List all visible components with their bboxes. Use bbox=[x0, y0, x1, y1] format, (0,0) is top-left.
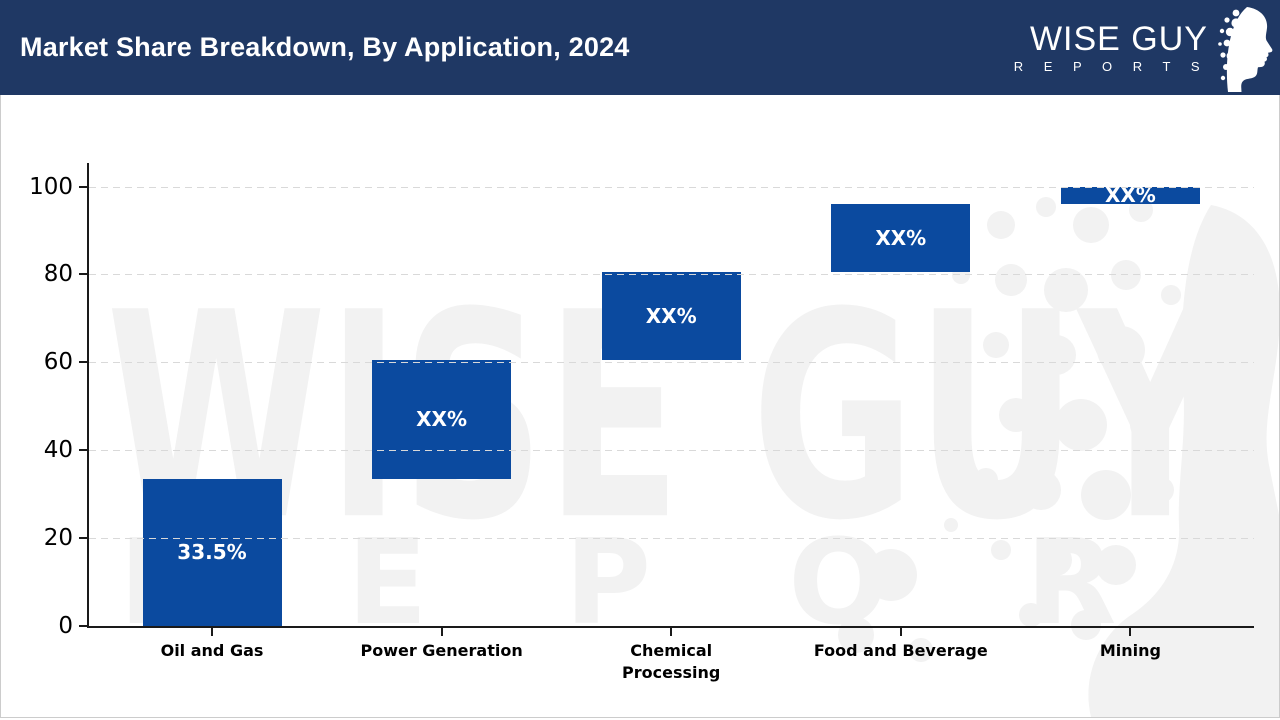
logo-text: WISE GUY R E P O R T S bbox=[1014, 22, 1208, 74]
x-tick-food-and-beverage bbox=[899, 628, 902, 636]
y-axis-line bbox=[87, 163, 89, 628]
bar-food-and-beverage: XX% bbox=[831, 204, 971, 273]
x-label-oil-and-gas: Oil and Gas bbox=[160, 641, 264, 660]
y-tick-label-40: 40 bbox=[43, 437, 73, 464]
bar-chemical-processing: XX% bbox=[601, 272, 741, 361]
y-tick-label-0: 0 bbox=[58, 613, 73, 639]
gridline-100 bbox=[89, 186, 1254, 188]
x-label-food-and-beverage: Food and Beverage bbox=[813, 641, 988, 660]
y-tick-80 bbox=[79, 273, 87, 276]
bar-value-label: XX% bbox=[645, 304, 697, 329]
bar-oil-and-gas: 33.5% bbox=[142, 478, 282, 626]
y-tick-100 bbox=[79, 185, 87, 188]
y-tick-0 bbox=[79, 625, 87, 627]
wise-guy-logo: WISE GUY R E P O R T S bbox=[1014, 4, 1276, 92]
bar-value-label: XX% bbox=[416, 407, 468, 432]
page-title: Market Share Breakdown, By Application, … bbox=[20, 32, 630, 62]
y-tick-label-100: 100 bbox=[29, 173, 73, 200]
x-axis-line bbox=[87, 626, 1254, 628]
x-label-mining: Mining bbox=[1099, 641, 1161, 660]
y-tick-label-20: 20 bbox=[43, 525, 73, 552]
bar-value-label: XX% bbox=[875, 226, 927, 251]
x-tick-mining bbox=[1129, 628, 1132, 636]
y-tick-40 bbox=[79, 449, 87, 452]
y-tick-20 bbox=[79, 537, 87, 540]
y-tick-60 bbox=[79, 361, 87, 364]
header-bar: Market Share Breakdown, By Application, … bbox=[0, 0, 1280, 95]
gridline-20 bbox=[89, 538, 1254, 540]
bar-value-label: 33.5% bbox=[177, 540, 247, 565]
x-tick-oil-and-gas bbox=[211, 628, 213, 636]
gridline-40 bbox=[89, 450, 1254, 452]
plot-area: 33.5% XX% XX% XX% XX% 0 20 40 60 80 100 bbox=[29, 163, 1254, 639]
bar-value-label: XX% bbox=[1104, 183, 1156, 208]
chart-canvas: WISE GUY R E P O R T S bbox=[0, 95, 1280, 718]
gridline-60 bbox=[89, 362, 1254, 364]
gridline-80 bbox=[89, 274, 1254, 276]
x-tick-chemical-processing bbox=[670, 628, 673, 636]
wise-guy-face-icon bbox=[1218, 6, 1273, 92]
x-label-chemical-processing: Chemical Processing bbox=[622, 641, 721, 682]
y-tick-label-80: 80 bbox=[43, 261, 73, 288]
bar-mining: XX% bbox=[1060, 183, 1200, 208]
logo-wordmark: WISE GUY bbox=[1029, 19, 1208, 58]
logo-subtitle: R E P O R T S bbox=[1013, 58, 1208, 74]
bar-power-generation: XX% bbox=[372, 360, 512, 479]
x-label-power-generation: Power Generation bbox=[360, 641, 523, 660]
y-tick-label-60: 60 bbox=[43, 349, 73, 376]
x-tick-power-generation bbox=[440, 628, 443, 636]
